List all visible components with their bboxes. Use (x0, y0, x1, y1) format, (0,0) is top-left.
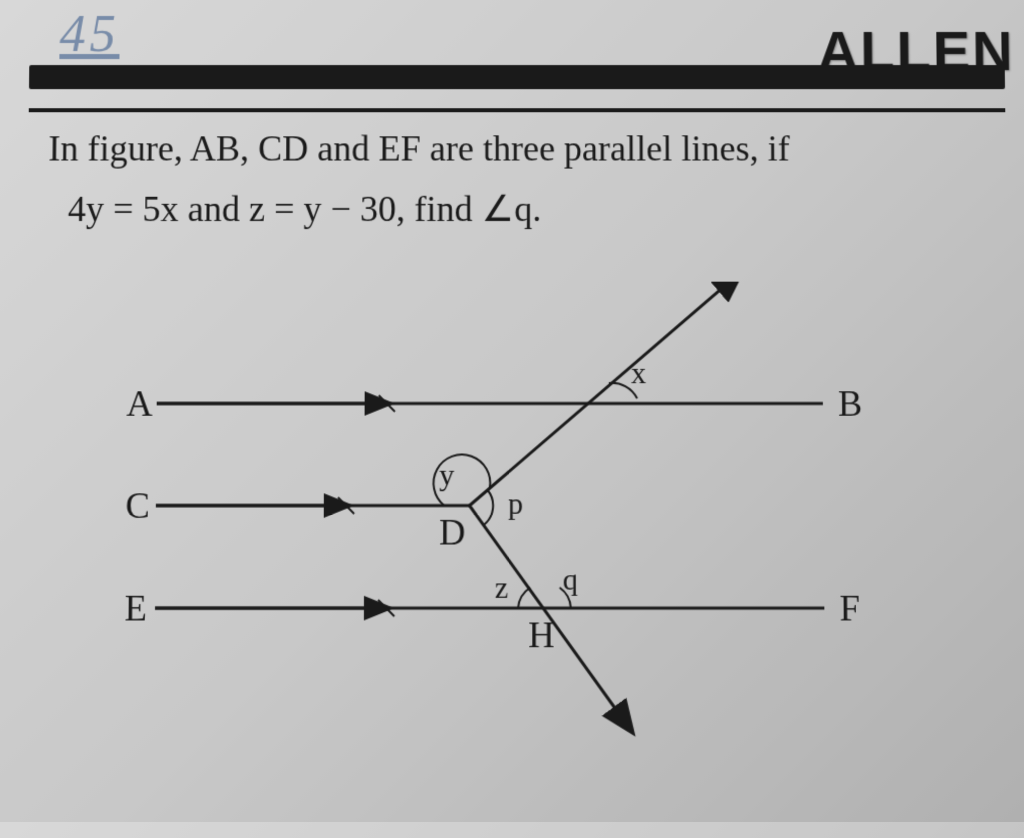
question-line-2: 4y = 5x and z = y − 30, find ∠q. (68, 181, 1007, 239)
header-divider (29, 108, 1006, 112)
page-container: 45 ALLEN In figure, AB, CD and EF are th… (0, 0, 1024, 838)
label-a: A (126, 383, 153, 424)
label-h: H (528, 614, 554, 655)
transversal-upper (470, 282, 743, 506)
geometry-diagram: A B C E F x D y p (93, 282, 907, 774)
arc-z (518, 588, 530, 609)
question-line-1: In figure, AB, CD and EF are three paral… (48, 120, 1006, 178)
header-bar (29, 65, 1005, 89)
diagram-svg: A B C E F x D y p (93, 282, 907, 774)
label-b: B (838, 383, 863, 424)
label-d: D (439, 512, 465, 553)
label-c: C (125, 485, 150, 526)
angle-x: x (631, 357, 646, 391)
handwritten-note: 45 (59, 5, 120, 64)
label-f: F (839, 588, 860, 629)
label-e: E (124, 588, 147, 629)
angle-z: z (495, 571, 509, 605)
arc-p (484, 490, 493, 525)
angle-p: p (508, 487, 523, 521)
